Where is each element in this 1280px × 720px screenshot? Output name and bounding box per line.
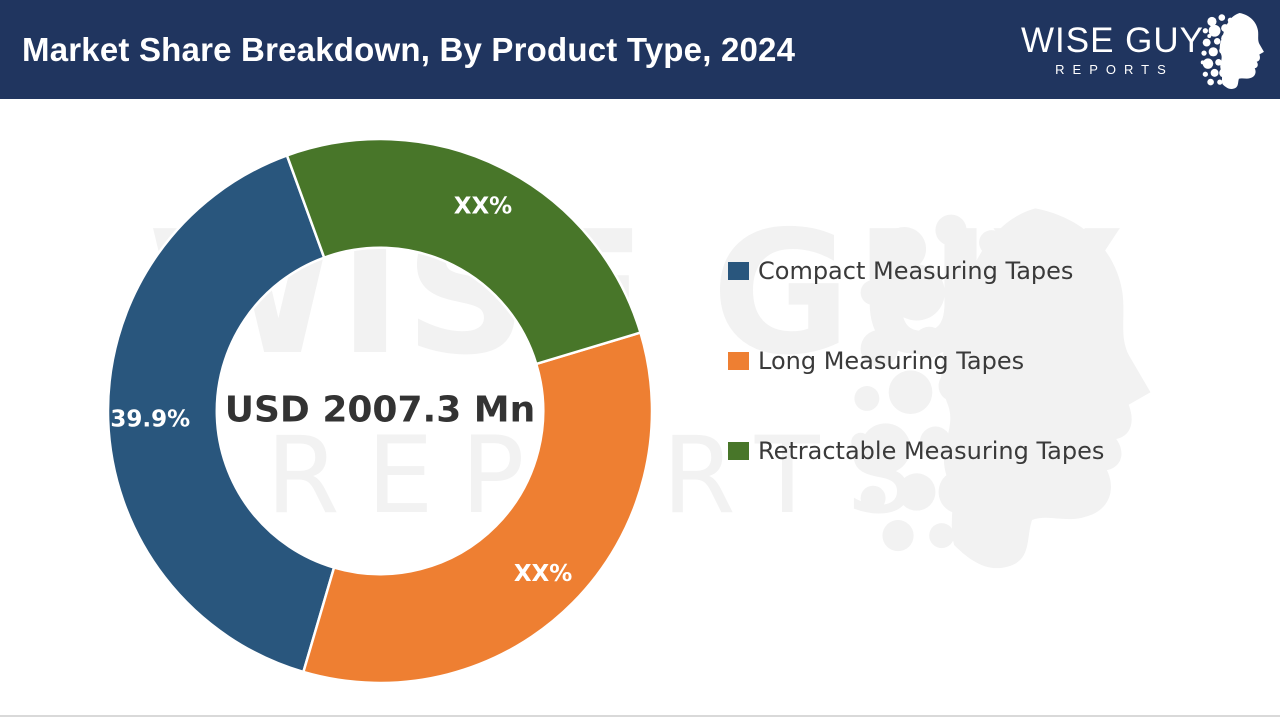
legend-label: Retractable Measuring Tapes [758,437,1105,465]
header-bar: Market Share Breakdown, By Product Type,… [0,0,1280,99]
bottom-divider [0,715,1280,717]
legend-label: Long Measuring Tapes [758,347,1025,375]
slice-label: XX% [514,561,573,587]
logo-name: WISE GUY [1020,21,1204,61]
legend-swatch [728,262,749,280]
donut-center-label: USD 2007.3 Mn [224,389,536,431]
slice-label: 39.9% [110,406,190,432]
donut-chart: 39.9% XX% XX% [106,137,654,685]
logo-tagline: REPORTS [1055,61,1174,77]
logo-text: WISE GUY REPORTS [1020,21,1204,77]
wise-guy-logo: WISE GUY REPORTS [1021,6,1266,94]
page-title: Market Share Breakdown, By Product Type,… [22,30,796,68]
chart-canvas: WISE GUY REPORTS 39.9%XX%XX% USD 2007.3 … [0,99,1280,717]
legend-item: Compact Measuring Tapes [728,256,1104,286]
legend-item: Retractable Measuring Tapes [728,436,1104,466]
slice-label: XX% [454,194,513,220]
donut-slice-retractable-measuring-tapes [285,137,642,366]
donut-slice-long-measuring-tapes [302,331,654,685]
legend-swatch [728,352,749,370]
legend-item: Long Measuring Tapes [728,346,1104,376]
logo-face-icon [1200,12,1264,89]
legend-label: Compact Measuring Tapes [758,257,1074,285]
legend-swatch [728,442,749,460]
legend: Compact Measuring Tapes Long Measuring Ta… [728,256,1104,466]
donut-slice-compact-measuring-tapes [106,154,336,674]
